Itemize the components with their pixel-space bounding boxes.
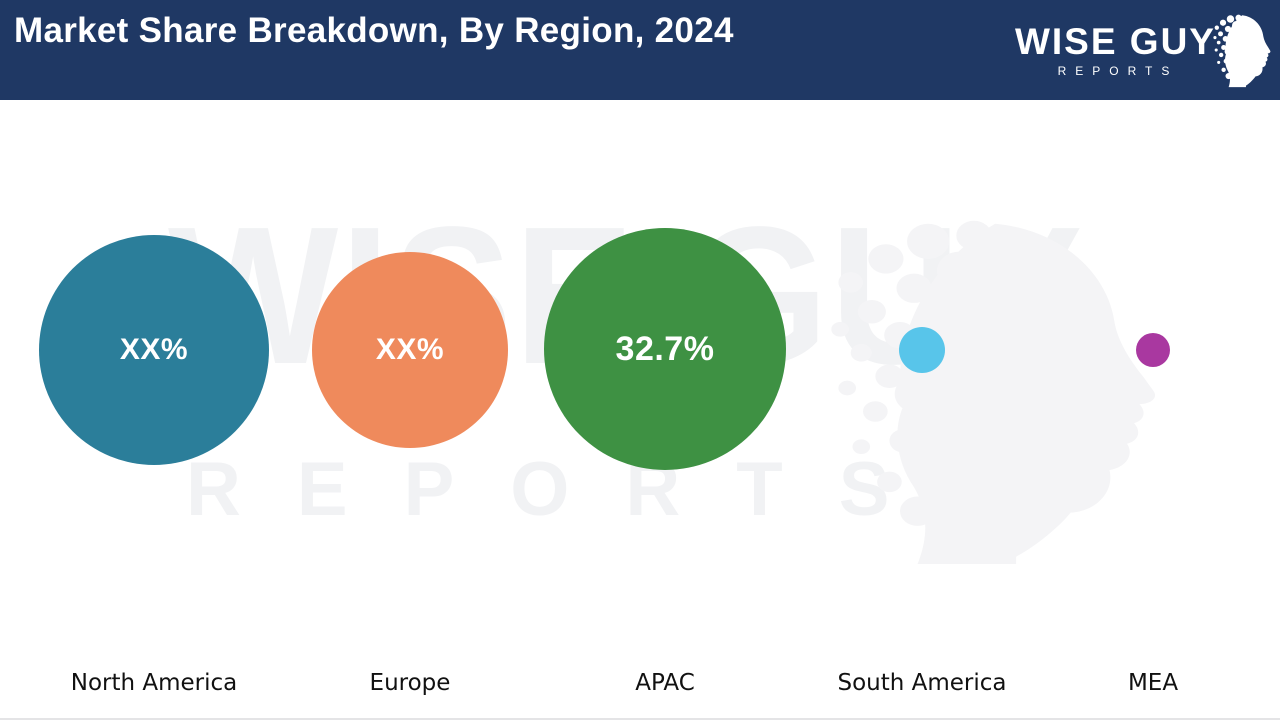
- header-bar: Market Share Breakdown, By Region, 2024 …: [0, 0, 1280, 100]
- chart-area: WISE GUY REPORTS XX%North AmericaXX%Euro…: [0, 100, 1280, 720]
- bubble-apac: 32.7%: [544, 228, 786, 470]
- category-label-mea: MEA: [1127, 670, 1179, 696]
- bubble-north-america: XX%: [39, 235, 269, 465]
- logo-brand-name: WISE GUY: [1014, 20, 1216, 62]
- bubble-mea: [1136, 333, 1170, 367]
- category-label-apac: APAC: [635, 670, 695, 696]
- bubble-south-america: [899, 327, 945, 373]
- bubble-chart: XX% North America XX% Europe 32.7% APAC South …: [0, 100, 1280, 720]
- wiseguy-logo-text: WISE GUY REPORTS: [1015, 23, 1216, 78]
- wiseguy-head-icon: [1210, 10, 1272, 90]
- bottom-divider: [0, 718, 1280, 720]
- category-label-north-america: North America: [70, 670, 238, 696]
- bubble-value-label: XX%: [119, 333, 189, 366]
- page-title: Market Share Breakdown, By Region, 2024: [14, 11, 734, 50]
- category-label-europe: Europe: [369, 670, 451, 696]
- wiseguy-logo: WISE GUY REPORTS: [1015, 6, 1272, 94]
- bubble-value-label: XX%: [375, 333, 445, 366]
- bubble-value-label: 32.7%: [615, 329, 715, 368]
- bubble-europe: XX%: [312, 252, 508, 448]
- category-label-south-america: South America: [837, 670, 1007, 696]
- watermark-subtext: REPORTS: [186, 447, 946, 532]
- logo-brand-subtitle: REPORTS: [1057, 63, 1179, 78]
